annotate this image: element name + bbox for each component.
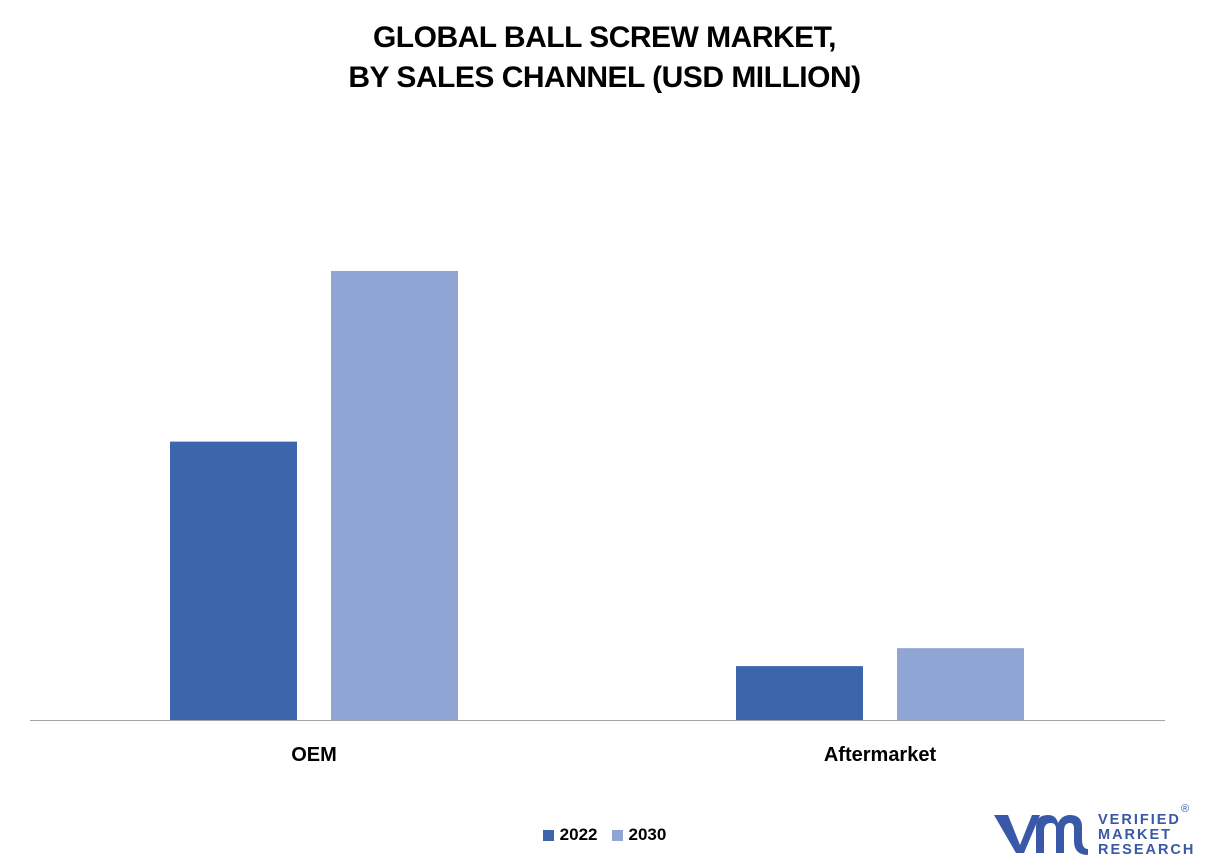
chart-title: GLOBAL BALL SCREW MARKET, BY SALES CHANN…	[0, 18, 1209, 98]
bar-aftermarket-2022	[736, 666, 863, 720]
logo-line-market: MARKET	[1098, 827, 1173, 843]
legend-item-2030: 2030	[611, 825, 667, 845]
logo-line-verified: VERIFIED	[1098, 812, 1181, 828]
bar-aftermarket-2030	[897, 648, 1024, 720]
chart-legend: 2022 2030	[0, 825, 1209, 845]
x-tick-label-aftermarket: Aftermarket	[824, 744, 937, 766]
registered-mark: ®	[1181, 803, 1190, 815]
legend-label-2030: 2030	[628, 825, 667, 844]
verified-market-research-logo: VERIFIED MARKET RESEARCH ®	[990, 803, 1195, 860]
bar-oem-2022	[170, 441, 297, 720]
logo-line-research: RESEARCH	[1098, 842, 1196, 858]
bar-oem-2030	[331, 271, 458, 720]
chart-title-line-2: BY SALES CHANNEL (USD MILLION)	[348, 61, 861, 94]
legend-swatch-2030	[611, 829, 623, 841]
legend-swatch-2022	[542, 829, 554, 841]
legend-item-2022: 2022	[542, 825, 598, 845]
bar-chart: OEM Aftermarket	[30, 271, 1165, 766]
x-tick-label-oem: OEM	[291, 744, 337, 766]
chart-title-line-1: GLOBAL BALL SCREW MARKET,	[372, 21, 837, 54]
legend-label-2022: 2022	[559, 825, 598, 844]
vmr-logo-mark	[994, 815, 1088, 855]
logo-wordmark: VERIFIED MARKET RESEARCH	[1098, 813, 1195, 858]
